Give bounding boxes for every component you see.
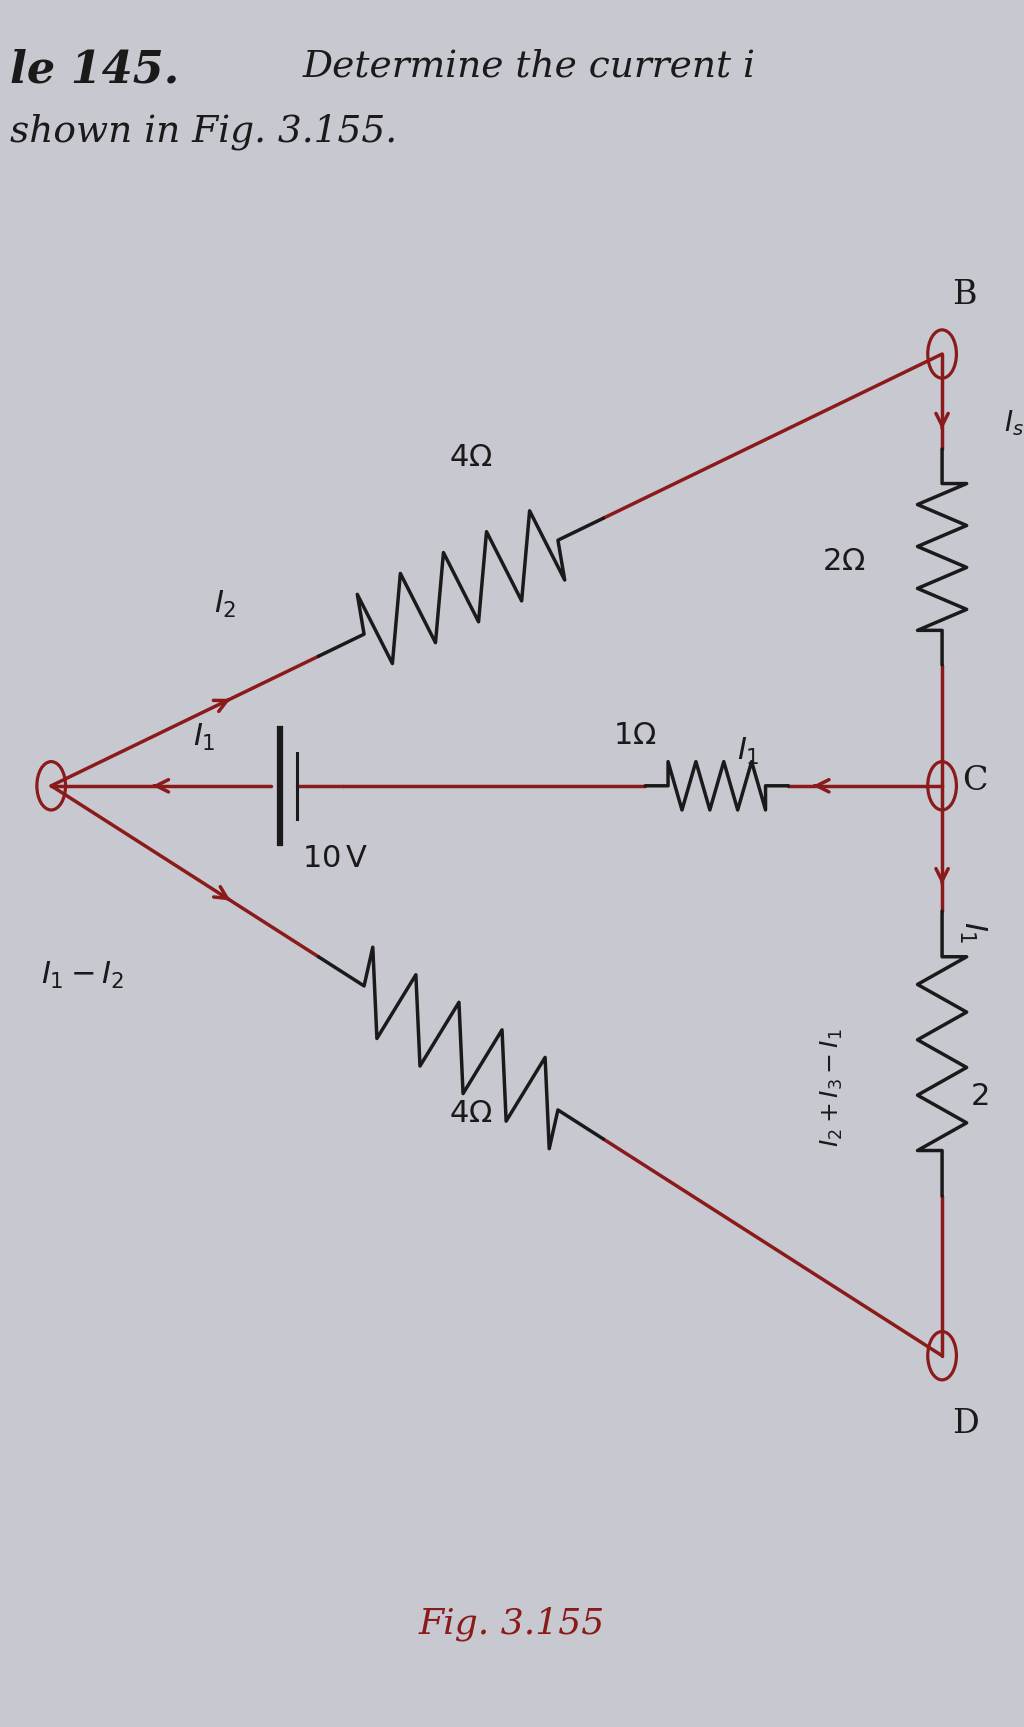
Text: B: B: [952, 278, 977, 311]
Text: D: D: [952, 1408, 979, 1440]
Text: $2$: $2$: [970, 1081, 988, 1112]
Text: $I_1$: $I_1$: [737, 736, 760, 767]
Text: $4\Omega$: $4\Omega$: [450, 1098, 493, 1129]
Text: Determine the current i: Determine the current i: [302, 48, 755, 85]
Text: shown in Fig. 3.155.: shown in Fig. 3.155.: [10, 114, 397, 150]
Text: $1\Omega$: $1\Omega$: [613, 720, 656, 751]
Text: C: C: [963, 765, 988, 796]
Text: $10\,\mathrm{V}$: $10\,\mathrm{V}$: [302, 843, 369, 874]
Text: $2\Omega$: $2\Omega$: [821, 546, 865, 577]
Text: $I_1$: $I_1$: [194, 722, 216, 753]
Text: le 145.: le 145.: [10, 48, 179, 92]
Text: $I_1 - I_2$: $I_1 - I_2$: [41, 960, 124, 991]
Text: $I_s$: $I_s$: [1004, 408, 1023, 439]
Text: $I_1$: $I_1$: [957, 920, 988, 945]
Text: Fig. 3.155: Fig. 3.155: [419, 1606, 605, 1641]
Text: $I_2 + I_3 - I_1$: $I_2 + I_3 - I_1$: [819, 1029, 846, 1147]
Text: $I_2$: $I_2$: [214, 589, 237, 620]
Text: $4\Omega$: $4\Omega$: [450, 442, 493, 473]
